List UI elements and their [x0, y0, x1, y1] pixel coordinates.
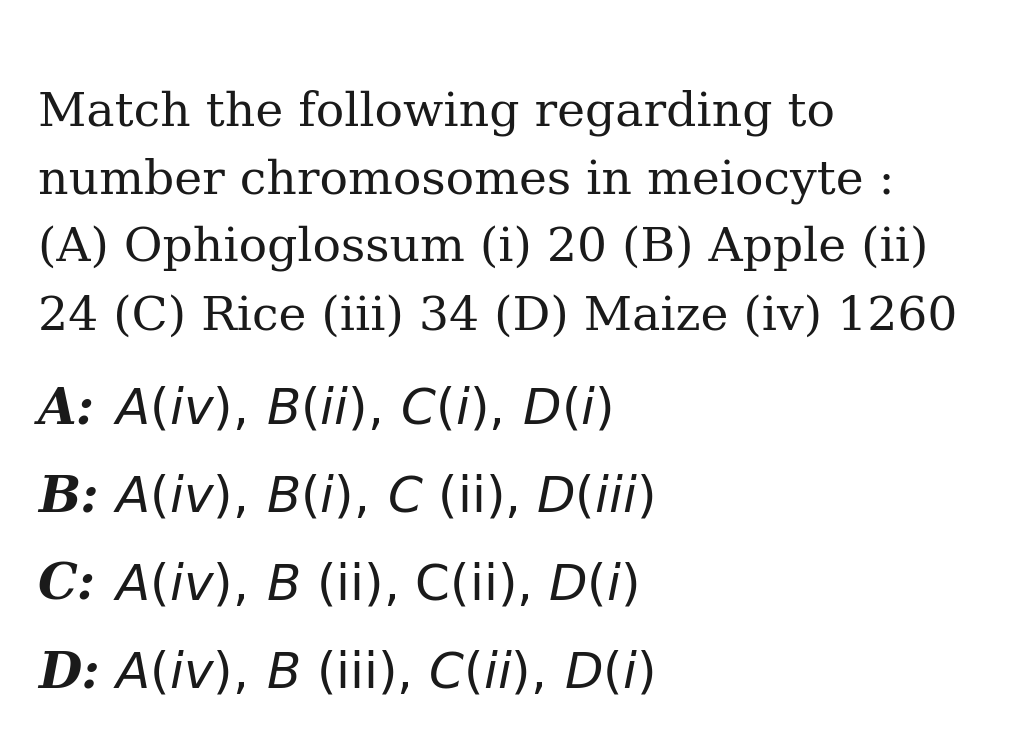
Text: $\mathit{A(iv),\, B(ii),\, C(i),\, D(i)}$: $\mathit{A(iv),\, B(ii),\, C(i),\, D(i)}…: [113, 385, 611, 433]
Text: $\mathit{A(iv),\, B(i),\, C}$ (ii), $\mathit{D(iii)}$: $\mathit{A(iv),\, B(i),\, C}$ (ii), $\ma…: [113, 473, 653, 521]
Text: C:: C:: [38, 561, 96, 610]
Text: (A) Ophioglossum (i) 20 (B) Apple (ii): (A) Ophioglossum (i) 20 (B) Apple (ii): [38, 226, 929, 272]
Text: $\mathit{A(iv),\, B}$ (ii), C(ii), $\mathit{D(i)}$: $\mathit{A(iv),\, B}$ (ii), C(ii), $\mat…: [113, 561, 638, 609]
Text: Match the following regarding to: Match the following regarding to: [38, 90, 835, 137]
Text: B:: B:: [38, 473, 98, 522]
Text: $\mathit{A(iv),\, B}$ (iii), $\mathit{C(ii),\, D(i)}$: $\mathit{A(iv),\, B}$ (iii), $\mathit{C(…: [113, 649, 653, 697]
Text: D:: D:: [38, 649, 100, 698]
Text: number chromosomes in meiocyte :: number chromosomes in meiocyte :: [38, 158, 895, 204]
Text: 24 (C) Rice (iii) 34 (D) Maize (iv) 1260: 24 (C) Rice (iii) 34 (D) Maize (iv) 1260: [38, 294, 957, 339]
Text: A:: A:: [38, 385, 95, 434]
